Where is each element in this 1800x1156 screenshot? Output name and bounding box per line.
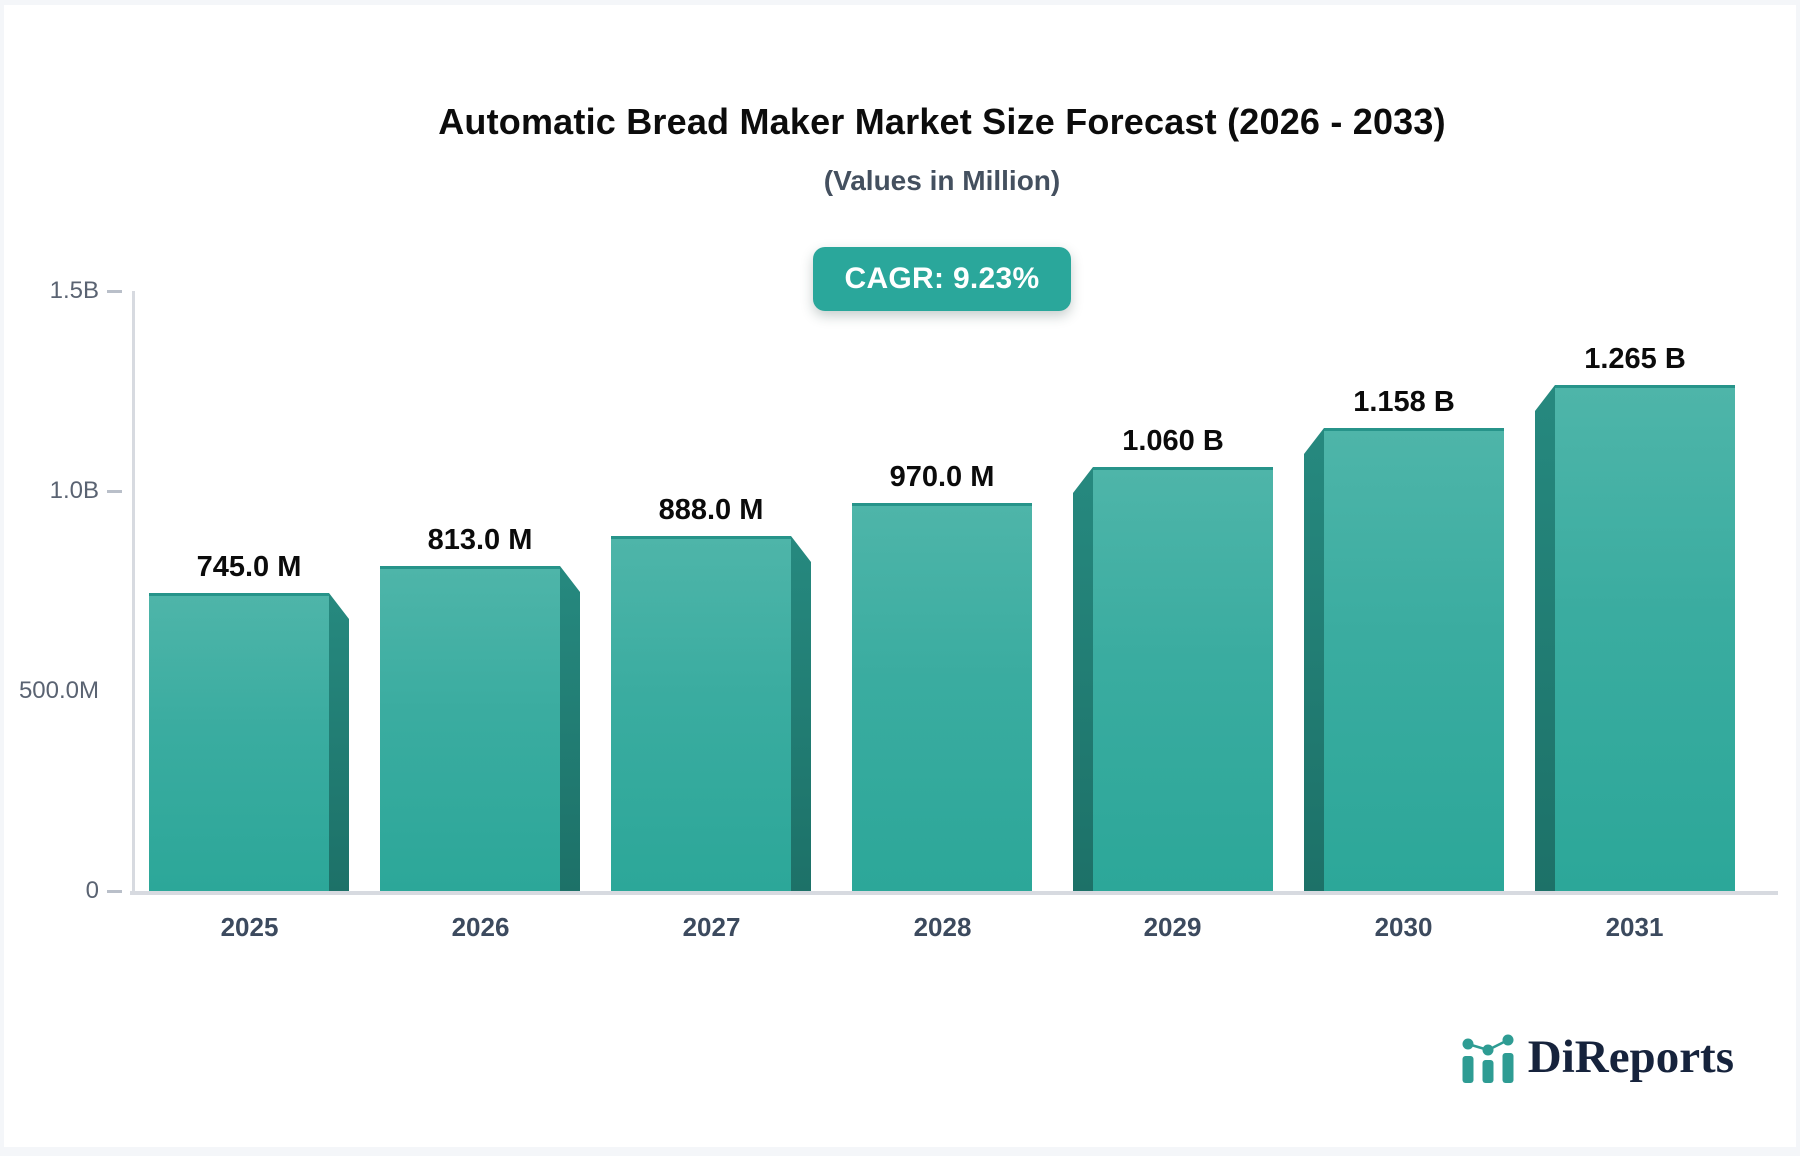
- bar-front-face: [852, 503, 1032, 891]
- bar-3d-side-face: [1304, 428, 1324, 891]
- bar-front-face: [1324, 428, 1504, 891]
- bar-3d-side-face: [1073, 467, 1093, 891]
- x-axis-line: [130, 891, 1778, 895]
- bar-3d-side-face: [329, 593, 349, 891]
- bar-2025: 745.0 M: [149, 551, 349, 891]
- direports-logo: DiReports: [1461, 1031, 1734, 1083]
- y-axis-tick-label: 1.0B: [49, 477, 99, 504]
- y-axis-line: [132, 291, 135, 893]
- bar-2029: 1.060 B: [1073, 425, 1273, 891]
- chart-header: Automatic Bread Maker Market Size Foreca…: [134, 5, 1750, 311]
- bar-value-label: 1.265 B: [1584, 343, 1686, 375]
- bar-2028: 970.0 M: [842, 461, 1042, 891]
- x-axis-tick-label: 2030: [1374, 912, 1433, 942]
- bar-2027: 888.0 M: [611, 494, 811, 891]
- logo-text: DiReports: [1527, 1030, 1734, 1083]
- bar-value-label: 888.0 M: [658, 494, 764, 526]
- chart-title: Automatic Bread Maker Market Size Foreca…: [438, 101, 1446, 142]
- bar-front-face: [611, 536, 791, 891]
- x-axis-tick-label: 2027: [682, 912, 741, 942]
- bar-front-face: [380, 566, 560, 891]
- y-axis-tick-dash: [107, 889, 122, 893]
- bar-3d-side-face: [560, 566, 580, 891]
- x-axis-tick-label: 2031: [1605, 912, 1664, 942]
- bar-front-face: [1093, 467, 1273, 891]
- bar-2030: 1.158 B: [1304, 386, 1504, 891]
- x-axis-tick-label: 2026: [451, 912, 510, 942]
- y-axis-tick-dash: [107, 289, 122, 293]
- x-axis-tick-label: 2028: [913, 912, 972, 942]
- mini-bar-chart-logo-icon: [1462, 1034, 1514, 1083]
- bar-2026: 813.0 M: [380, 524, 580, 891]
- chart-subtitle: (Values in Million): [823, 165, 1061, 196]
- bar-value-label: 813.0 M: [427, 524, 533, 556]
- x-axis-tick-label: 2025: [220, 912, 279, 942]
- bar-value-label: 745.0 M: [196, 551, 302, 583]
- y-axis-tick-dash: [107, 489, 122, 493]
- y-axis-tick-label: 500.0M: [18, 677, 99, 704]
- bar-front-face: [1555, 385, 1735, 891]
- y-axis-tick-label: 0: [85, 877, 99, 904]
- x-axis-tick-label: 2029: [1143, 912, 1202, 942]
- bar-3d-side-face: [791, 536, 811, 891]
- y-axis-tick-label: 1.5B: [49, 277, 99, 304]
- bar-value-label: 1.158 B: [1353, 386, 1455, 418]
- bar-front-face: [149, 593, 329, 891]
- bar-3d-side-face: [1535, 385, 1555, 891]
- cagr-badge: CAGR: 9.23%: [813, 247, 1071, 311]
- bar-2031: 1.265 B: [1535, 343, 1735, 891]
- chart-card: Automatic Bread Maker Market Size Foreca…: [4, 5, 1796, 1147]
- bar-value-label: 970.0 M: [889, 461, 995, 493]
- bar-value-label: 1.060 B: [1122, 425, 1224, 457]
